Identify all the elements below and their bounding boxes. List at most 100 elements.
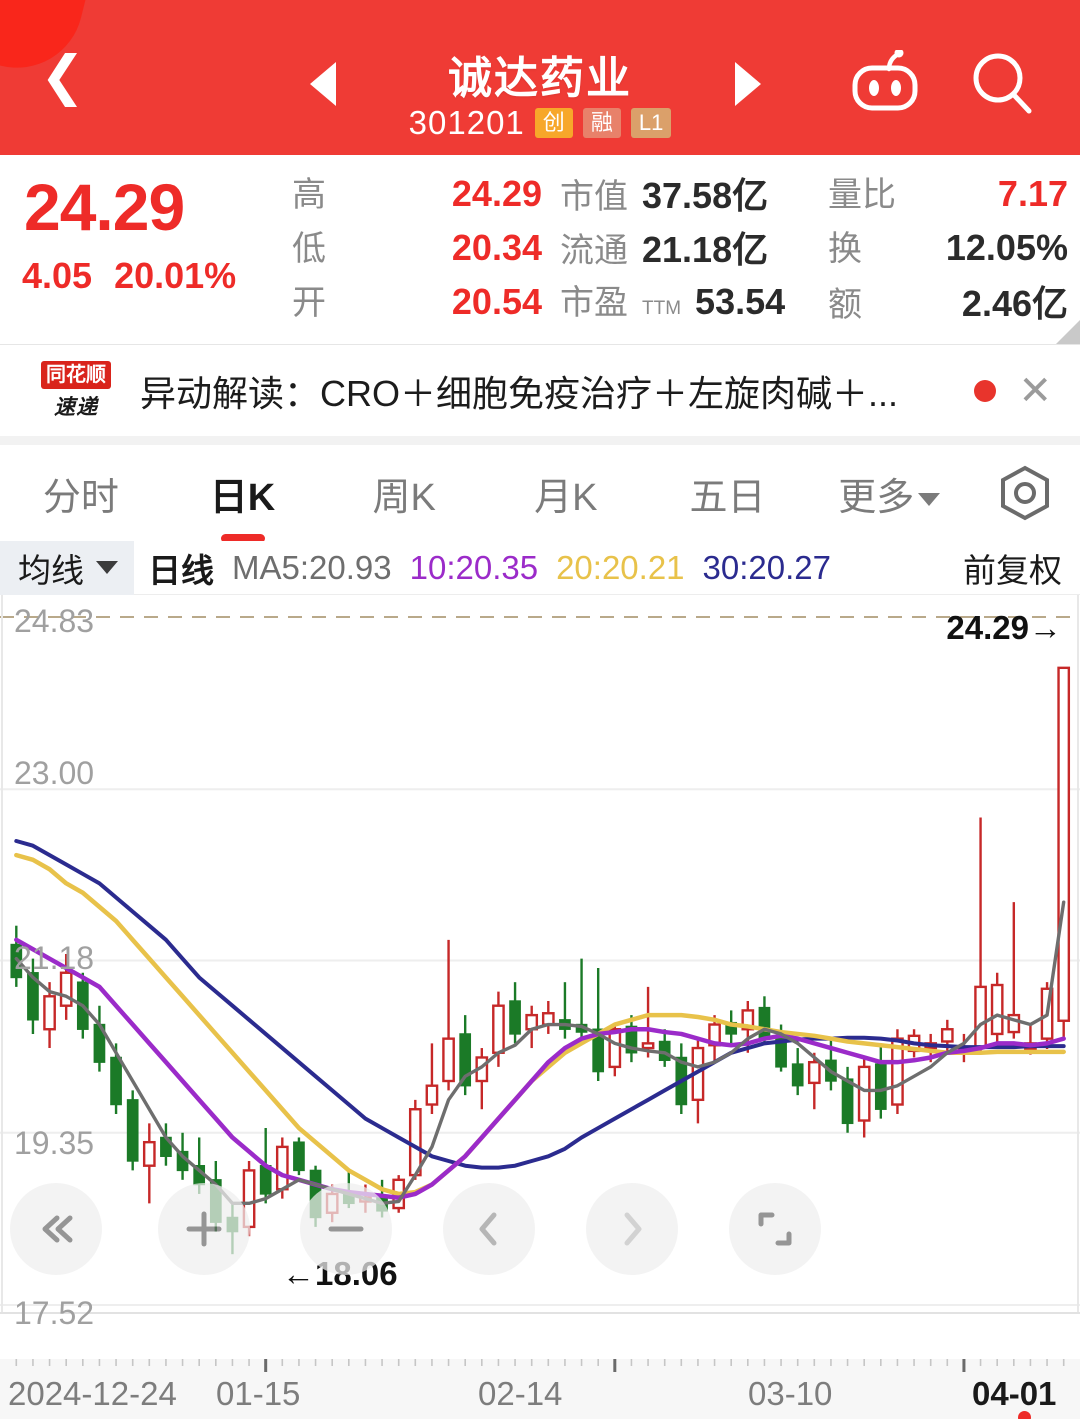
amount-row: 额 2.46亿 (828, 275, 1068, 329)
last-price: 24.29 (24, 170, 185, 244)
ma-indicator-bar: 均线 日线 MA5:20.93 10:20.35 20:20.21 30:20.… (0, 540, 1080, 595)
low-label: 低 (292, 230, 326, 268)
x-axis: 2024-12-24 01-15 02-14 03-10 04-01 (0, 1359, 1080, 1419)
y-axis-label-1: 23.00 (14, 755, 95, 791)
open-value: 20.54 (451, 281, 542, 322)
tab-daily-k-label: 日K (209, 476, 276, 519)
back-button[interactable]: ❮ (40, 46, 86, 106)
tab-more-label: 更多 (838, 476, 915, 519)
ma10-value: 10:20.35 (409, 548, 539, 586)
volume-ratio-value: 7.17 (997, 173, 1068, 214)
tab-more[interactable]: 更多 (808, 466, 970, 521)
high-row: 高 24.29 (292, 167, 542, 221)
tab-fenshi[interactable]: 分时 (0, 466, 162, 521)
tab-weekly-k[interactable]: 周K (323, 466, 485, 521)
badge-chuang: 创 (534, 108, 573, 138)
amount-value: 2.46亿 (961, 283, 1068, 324)
badge-l1: L1 (630, 108, 672, 138)
news-banner[interactable]: 同花顺 速递 异动解读：CRO＋细胞免疫治疗＋左旋肉碱＋... ✕ (0, 345, 1080, 445)
turnover-label: 换 (828, 230, 862, 268)
tab-weekly-k-label: 周K (372, 476, 436, 519)
pan-right-button[interactable] (586, 1183, 678, 1275)
chart-controls (0, 1183, 1080, 1275)
turnover-row: 换 12.05% (828, 221, 1068, 275)
live-dot-icon (974, 379, 997, 402)
chevron-down-icon (918, 492, 941, 506)
close-icon[interactable]: ✕ (1018, 368, 1052, 413)
news-text[interactable]: 异动解读：CRO＋细胞免疫治疗＋左旋肉碱＋... (140, 372, 899, 414)
tab-five-day-label: 五日 (689, 476, 766, 519)
market-cap-label: 市值 (560, 178, 628, 216)
pe-value: 53.54 (695, 281, 786, 322)
hex-settings-icon[interactable] (970, 462, 1080, 524)
market-cap-value: 37.58亿 (642, 175, 769, 216)
chart-canvas (0, 595, 1080, 1314)
page-title: 诚达药业 (448, 54, 632, 103)
tab-monthly-k-label: 月K (534, 476, 598, 519)
y-axis-label-4: 17.52 (14, 1295, 95, 1331)
float-cap-row: 流通 21.18亿 (560, 221, 815, 275)
active-tab-underline (220, 533, 265, 543)
change-percent: 20.01% (114, 255, 237, 296)
tab-five-day[interactable]: 五日 (647, 466, 809, 521)
pan-left-button[interactable] (443, 1183, 535, 1275)
pe-ttm-sup: TTM (642, 298, 682, 319)
open-row: 开 20.54 (292, 275, 542, 329)
high-value: 24.29 (451, 173, 542, 214)
candlestick-chart[interactable]: 24.83 23.00 21.18 19.35 17.52 24.29→ ←18… (0, 595, 1080, 1359)
volume-column: 量比 7.17 换 12.05% 额 2.46亿 (828, 167, 1068, 329)
turnover-value: 12.05% (945, 227, 1068, 268)
market-cap-column: 市值 37.58亿 流通 21.18亿 市盈 TTM 53.54 (560, 167, 815, 329)
zoom-out-button[interactable] (300, 1183, 392, 1275)
tab-fenshi-label: 分时 (42, 476, 119, 519)
next-stock-button[interactable] (735, 62, 761, 106)
rewind-button[interactable] (10, 1183, 102, 1275)
x-axis-label-2: 02-14 (478, 1375, 563, 1412)
quote-panel: 24.29 4.05 20.01% 高 24.29 低 20.34 开 20.5… (0, 155, 1080, 345)
pe-label: 市盈 (560, 284, 628, 322)
change-amount: 4.05 (22, 255, 93, 296)
robot-icon[interactable] (845, 48, 925, 112)
open-label: 开 (292, 284, 326, 322)
float-cap-value: 21.18亿 (642, 229, 769, 270)
prev-stock-button[interactable] (310, 62, 336, 106)
expand-corner-icon[interactable] (1056, 320, 1080, 344)
ma-period-label: 日线 (148, 551, 214, 589)
price-change-row: 4.05 20.01% (22, 255, 236, 297)
search-icon[interactable] (965, 50, 1041, 118)
y-axis-label-0: 24.83 (14, 603, 95, 639)
y-axis-label-2: 21.18 (14, 940, 95, 976)
float-cap-label: 流通 (560, 232, 628, 270)
pe-row: 市盈 TTM 53.54 (560, 275, 815, 329)
volume-ratio-row: 量比 7.17 (828, 167, 1068, 221)
ma20-value: 20:20.21 (556, 548, 685, 586)
today-marker-dot (1018, 1411, 1031, 1419)
adjust-mode-button[interactable]: 前复权 (963, 551, 1062, 589)
chart-period-tabs: 分时 日K 周K 月K 五日 更多 (0, 445, 1080, 543)
ths-logo: 同花顺 速递 (28, 356, 124, 426)
y-axis-label-3: 19.35 (14, 1125, 95, 1161)
x-axis-label-0: 2024-12-24 (8, 1375, 177, 1412)
ths-logo-bottom: 速递 (54, 395, 98, 419)
low-row: 低 20.34 (292, 221, 542, 275)
tab-daily-k[interactable]: 日K (162, 466, 324, 543)
ma5-value: MA5:20.93 (232, 548, 392, 586)
ma-selector-button[interactable]: 均线 (0, 540, 134, 595)
badge-rong: 融 (582, 108, 621, 138)
x-axis-label-3: 03-10 (748, 1375, 833, 1412)
high-label: 高 (292, 176, 326, 214)
amount-label: 额 (828, 286, 862, 324)
market-cap-row: 市值 37.58亿 (560, 167, 815, 221)
stock-code: 301201 (408, 104, 525, 141)
app-header: ❮ 诚达药业 301201 创 融 L1 (0, 0, 1080, 155)
high-low-open-column: 高 24.29 低 20.34 开 20.54 (292, 167, 542, 329)
x-axis-ticks (15, 1359, 1065, 1372)
x-axis-label-4: 04-01 (972, 1375, 1057, 1412)
ma-selector-label: 均线 (18, 551, 84, 589)
fullscreen-button[interactable] (729, 1183, 821, 1275)
tab-monthly-k[interactable]: 月K (485, 466, 647, 521)
ma30-value: 30:20.27 (702, 548, 832, 586)
volume-ratio-label: 量比 (828, 176, 896, 214)
zoom-in-button[interactable] (158, 1183, 250, 1275)
chevron-down-icon (96, 561, 118, 574)
